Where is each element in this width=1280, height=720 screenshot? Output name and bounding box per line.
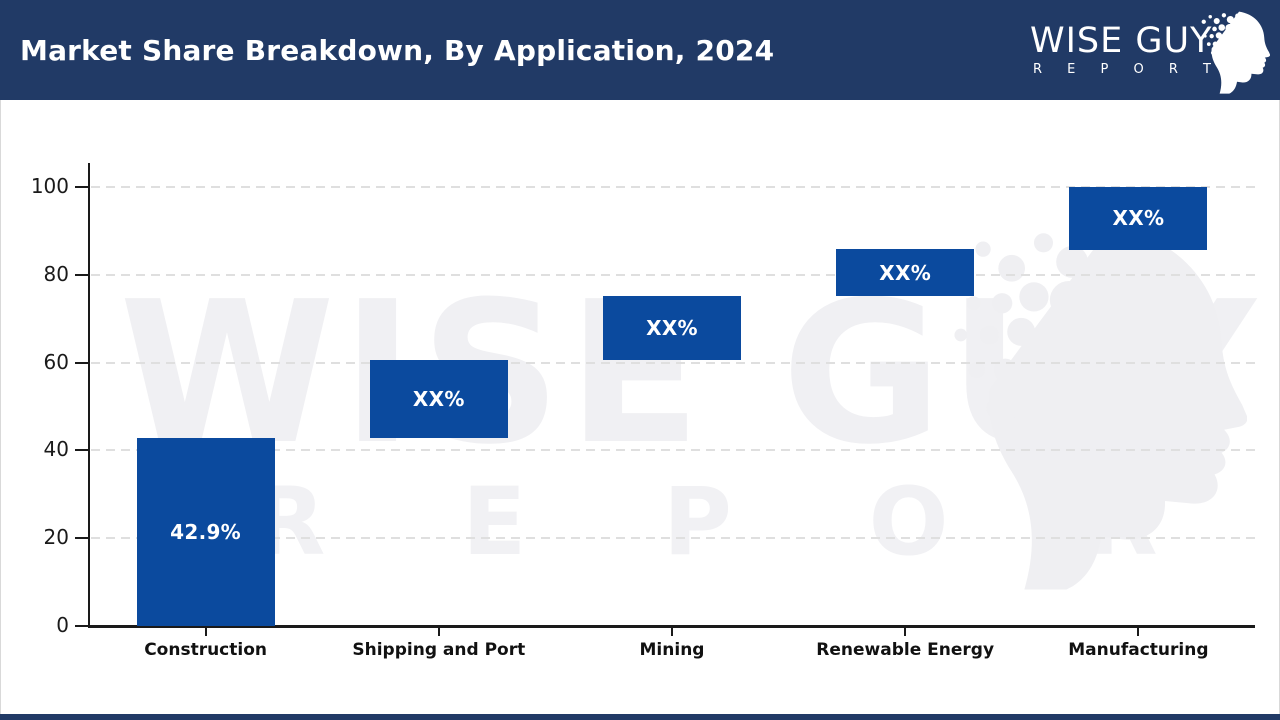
bar-shipping-and-port: XX% xyxy=(369,359,508,438)
bar-value-label: XX% xyxy=(412,386,465,411)
bar-manufacturing: XX% xyxy=(1069,187,1208,250)
bar-value-label: XX% xyxy=(879,260,932,285)
chart-canvas: WISE GUY R E P O R T S 02040608010042.9%… xyxy=(0,100,1280,714)
x-tick-mark-0 xyxy=(204,627,207,636)
header-bar: Market Share Breakdown, By Application, … xyxy=(0,0,1280,100)
gridline-y-20 xyxy=(91,537,1255,540)
y-tick-label-100: 100 xyxy=(30,174,69,198)
logo-wordmark-block: WISE GUY R E P O R T S xyxy=(1030,21,1255,78)
chart-title: Market Share Breakdown, By Application, … xyxy=(20,33,775,67)
footer-bar xyxy=(0,714,1280,720)
gridline-y-40 xyxy=(91,449,1255,452)
gridline-y-60 xyxy=(91,361,1255,364)
x-tick-mark-4 xyxy=(1137,627,1140,636)
logo-wordmark: WISE GUY xyxy=(1030,21,1213,61)
bar-value-label: 42.9% xyxy=(170,519,242,544)
x-axis-line xyxy=(88,625,1255,628)
x-tick-mark-1 xyxy=(437,627,440,636)
wiseguy-logo: WISE GUY R E P O R T S xyxy=(1012,8,1272,94)
bar-value-label: XX% xyxy=(1112,206,1165,231)
y-tick-mark-20 xyxy=(75,537,89,540)
gridline-y-80 xyxy=(91,273,1255,276)
x-tick-mark-2 xyxy=(671,627,673,636)
bar-renewable-energy: XX% xyxy=(836,249,975,296)
bar-construction: 42.9% xyxy=(136,437,275,626)
plot-area: 0 20 40 60 80 100 42.9% Construction XX% Shipping… xyxy=(1,100,1279,714)
logo-subtitle: R E P O R T S xyxy=(1033,62,1255,77)
y-tick-label-0: 0 xyxy=(56,613,69,637)
x-category-label: Renewable Energy xyxy=(816,640,995,660)
y-tick-label-40: 40 xyxy=(43,437,69,462)
logo-dotted-face-icon xyxy=(1198,10,1270,94)
y-tick-label-20: 20 xyxy=(43,525,69,550)
gridline-y-100 xyxy=(91,186,1255,188)
x-category-label: Shipping and Port xyxy=(352,640,526,660)
y-tick-label-60: 60 xyxy=(43,349,69,374)
y-tick-mark-80 xyxy=(75,273,89,276)
y-tick-mark-60 xyxy=(75,361,89,364)
x-category-label: Construction xyxy=(144,640,267,660)
bar-mining: XX% xyxy=(603,296,741,360)
x-category-label: Manufacturing xyxy=(1068,640,1209,660)
bar-value-label: XX% xyxy=(646,315,698,340)
y-tick-mark-40 xyxy=(75,449,89,452)
x-tick-mark-3 xyxy=(904,627,907,636)
y-tick-label-80: 80 xyxy=(43,261,69,286)
y-tick-mark-100 xyxy=(75,186,89,188)
y-tick-mark-0 xyxy=(75,625,89,627)
x-category-label: Mining xyxy=(639,640,705,660)
y-axis-line xyxy=(88,163,90,628)
